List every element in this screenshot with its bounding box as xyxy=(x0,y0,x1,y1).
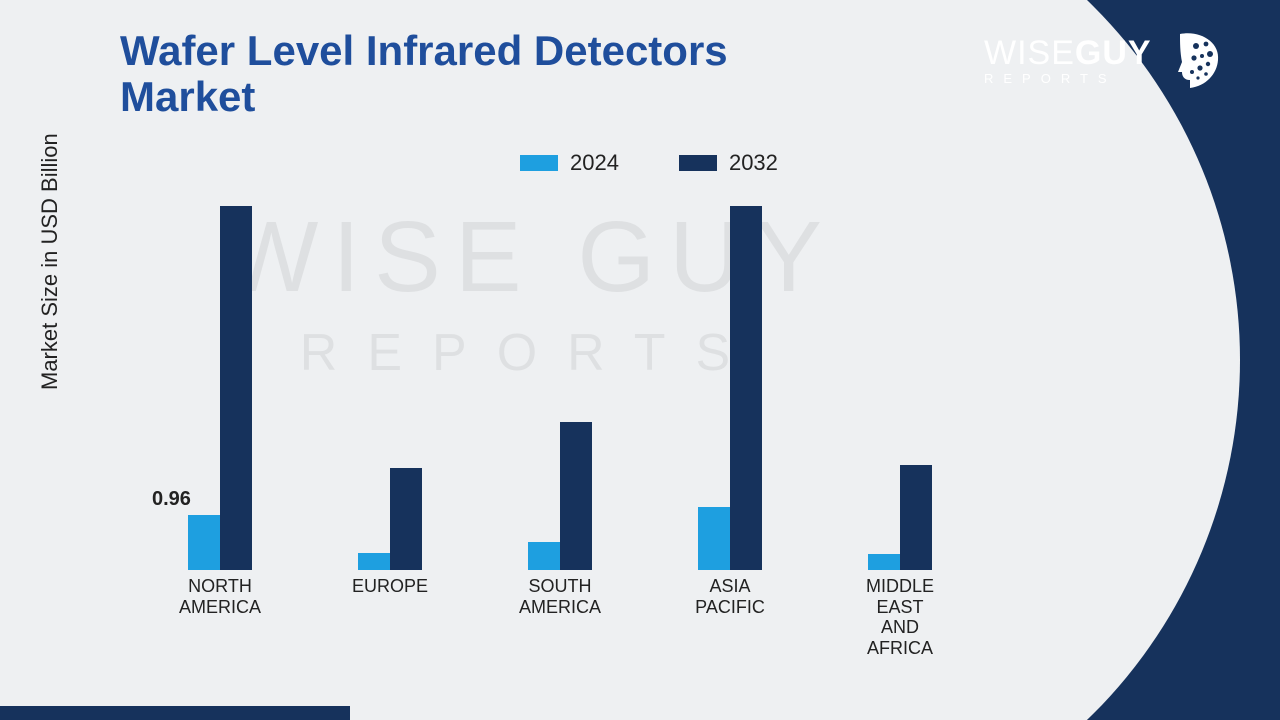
bar-2024 xyxy=(698,507,730,570)
bar-2024 xyxy=(358,553,390,570)
category-label: SOUTHAMERICA xyxy=(490,576,630,617)
bottom-accent-bar xyxy=(0,706,350,720)
bar-2024 xyxy=(188,515,220,570)
y-axis-label: Market Size in USD Billion xyxy=(37,133,63,390)
brand-name-bold: GUY xyxy=(1075,34,1152,72)
head-icon xyxy=(1160,28,1224,92)
brand-logo: WISEGUY REPORTS xyxy=(984,28,1244,92)
bar-2032 xyxy=(900,465,932,570)
bar-group xyxy=(500,422,620,570)
legend-label-2032: 2032 xyxy=(729,150,778,176)
bar-group xyxy=(670,206,790,570)
bar-2032 xyxy=(390,468,422,570)
legend-swatch-2032 xyxy=(679,155,717,171)
category-label: MIDDLEEASTANDAFRICA xyxy=(830,576,970,659)
bar-group xyxy=(330,468,450,570)
bar-value-label: 0.96 xyxy=(152,488,191,511)
category-label: NORTHAMERICA xyxy=(150,576,290,617)
category-label: EUROPE xyxy=(320,576,460,597)
page-root: Wafer Level Infrared Detectors Market WI… xyxy=(0,0,1280,720)
bar-2032 xyxy=(730,206,762,570)
category-label: ASIAPACIFIC xyxy=(660,576,800,617)
brand-sub: REPORTS xyxy=(984,72,1152,85)
chart-title: Wafer Level Infrared Detectors Market xyxy=(120,28,800,120)
brand-name-main: WISE xyxy=(984,34,1075,72)
bar-2024 xyxy=(868,554,900,570)
legend-item-2024: 2024 xyxy=(520,150,619,176)
legend-item-2032: 2032 xyxy=(679,150,778,176)
brand-name: WISEGUY xyxy=(984,36,1152,70)
bar-group xyxy=(840,465,960,570)
brand-logo-text: WISEGUY REPORTS xyxy=(984,36,1152,85)
bar-2032 xyxy=(560,422,592,570)
bar-2024 xyxy=(528,542,560,570)
legend: 2024 2032 xyxy=(520,150,778,176)
legend-swatch-2024 xyxy=(520,155,558,171)
legend-label-2024: 2024 xyxy=(570,150,619,176)
plot-area: NORTHAMERICA0.96EUROPESOUTHAMERICAASIAPA… xyxy=(130,200,930,570)
chart-area: Market Size in USD Billion 2024 2032 NOR… xyxy=(60,150,960,670)
bar-group xyxy=(160,206,280,570)
bar-2032 xyxy=(220,206,252,570)
